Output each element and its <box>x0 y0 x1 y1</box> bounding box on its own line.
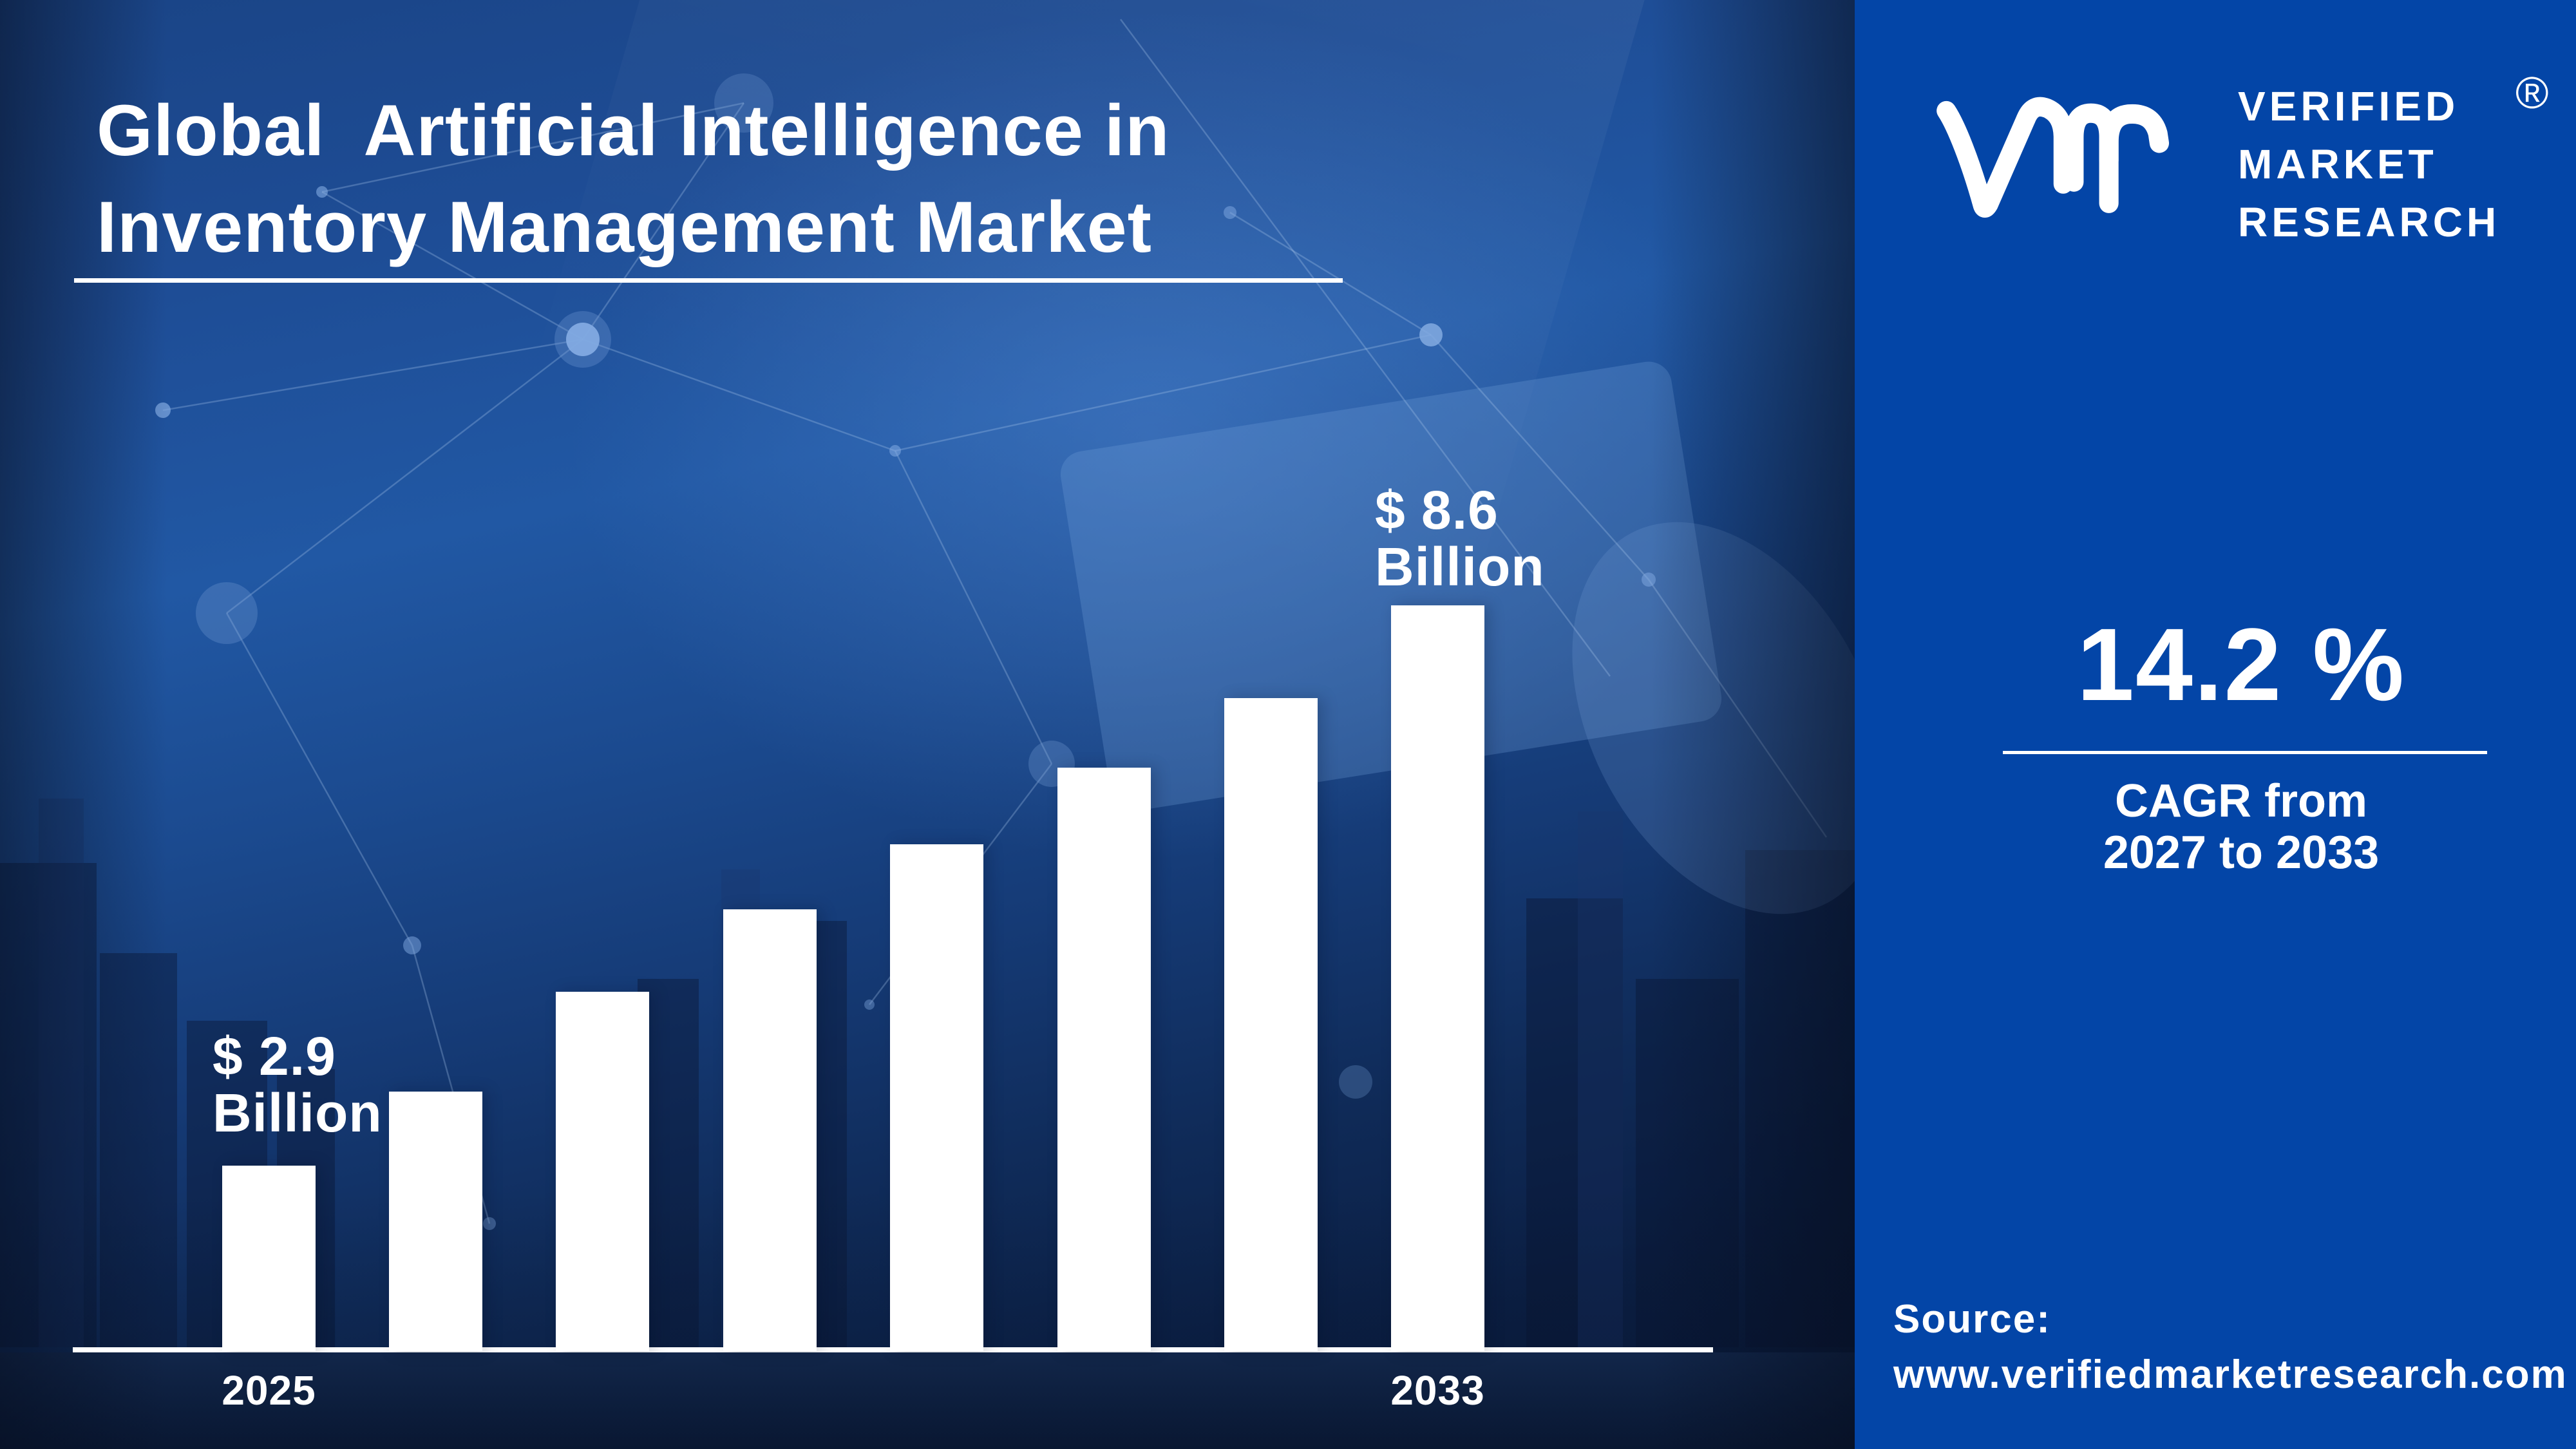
cagr-caption-line2: 2027 to 2033 <box>2103 827 2380 878</box>
bar-year-5 <box>890 844 983 1351</box>
bar-year-7 <box>1224 698 1318 1351</box>
cagr-value: 14.2 % <box>2076 607 2406 722</box>
bar-year-4 <box>723 909 817 1351</box>
page-title-line1: Global Artificial Intelligence in <box>97 90 1170 171</box>
bar-year-3 <box>556 992 649 1351</box>
page-title-line2: Inventory Management Market <box>97 187 1152 267</box>
title-underline <box>74 278 1343 283</box>
last-bar-value-label: $ 8.6 Billion <box>1375 482 1545 595</box>
brand-name-line3: RESEARCH <box>2238 199 2501 245</box>
cagr-caption-line1: CAGR from <box>2115 775 2367 827</box>
x-axis-label-2025: 2025 <box>222 1367 316 1414</box>
first-bar-unit: Billion <box>213 1083 383 1143</box>
source-label: Source: <box>1893 1297 2051 1341</box>
bar-year-6 <box>1057 768 1151 1351</box>
brand-panel: VERIFIED MARKET RESEARCH ® 14.2 % CAGR f… <box>1855 0 2576 1449</box>
source: Source: www.verifiedmarketresearch.com <box>1893 1292 2568 1403</box>
cagr-divider <box>2003 751 2487 754</box>
cagr-caption: CAGR from 2027 to 2033 <box>1906 775 2576 878</box>
last-bar-unit: Billion <box>1375 536 1545 597</box>
brand-name: VERIFIED MARKET RESEARCH <box>2238 77 2500 251</box>
bar-year-2 <box>389 1092 482 1351</box>
registered-trademark-icon: ® <box>2515 68 2549 118</box>
x-axis-label-2033: 2033 <box>1390 1367 1485 1414</box>
source-url-link[interactable]: www.verifiedmarketresearch.com <box>1893 1352 2568 1397</box>
chart-panel: Global Artificial Intelligence in Invento… <box>0 0 1855 1449</box>
last-bar-value: $ 8.6 <box>1375 480 1499 540</box>
brand-name-line1: VERIFIED <box>2238 83 2459 129</box>
brand-name-line2: MARKET <box>2238 141 2438 187</box>
first-bar-value-label: $ 2.9 Billion <box>213 1028 383 1141</box>
bar-2025 <box>222 1166 316 1351</box>
first-bar-value: $ 2.9 <box>213 1026 336 1086</box>
brand-logo: VERIFIED MARKET RESEARCH ® <box>1855 0 2576 270</box>
page-title: Global Artificial Intelligence in Invento… <box>97 82 1170 276</box>
bar-2033 <box>1391 605 1484 1351</box>
vmr-monogram-icon <box>1937 97 2170 218</box>
